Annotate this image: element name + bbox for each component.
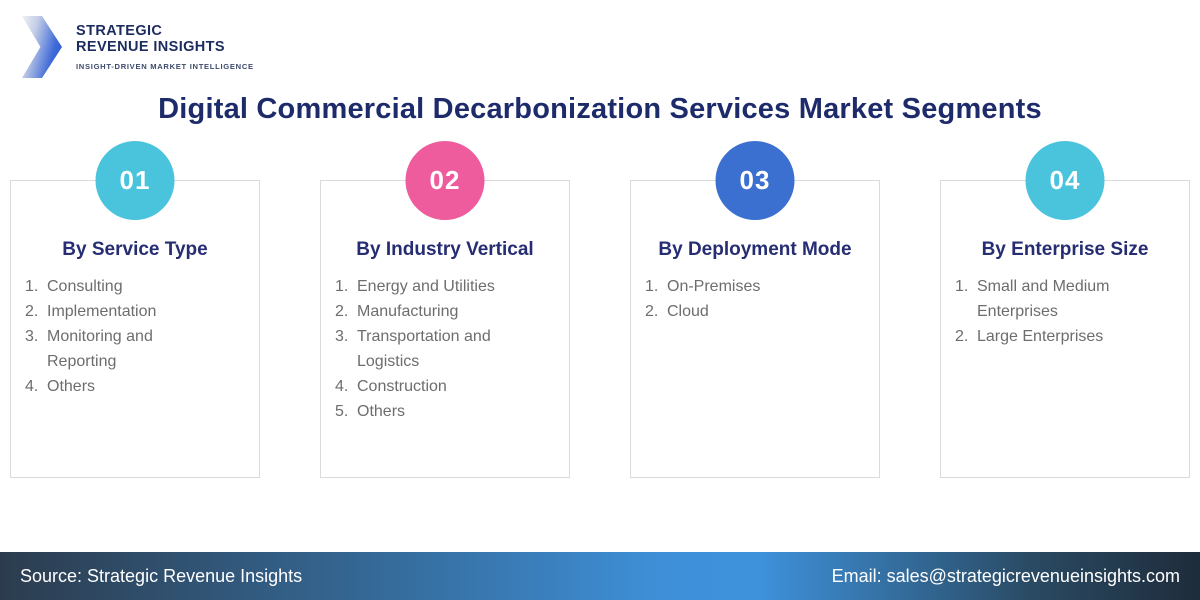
chevron-arrow-icon [22,16,62,78]
list-item-text: Transportation and Logistics [357,328,491,370]
segment-card: 01 By Service Type 1. Consulting 2. Impleme… [10,141,260,478]
segment-list-item: 3. Transportation and Logistics [335,324,559,374]
segment-list-item: 1. On-Premises [645,274,869,299]
segment-card: 04 By Enterprise Size 1. Small and Medium… [940,141,1190,478]
list-item-text: Others [47,378,96,395]
segment-number: 02 [429,165,461,195]
segment-list-item: 1. Energy and Utilities [335,274,559,299]
footer-email-text: Email: sales@strategicrevenueinsights.co… [831,565,1180,586]
segment-list: 1. Consulting 2. Implementation 3. Monitoring… [25,274,249,399]
list-item-text: Monitoring and Reporting [47,328,153,370]
segment-list: 1. Small and Medium Enterprises 2. Large En… [955,274,1179,349]
segment-list-item: 2. Implementation [25,299,249,324]
list-item-text: Others [357,403,406,420]
list-item-number: 5. [335,403,349,420]
list-item-number: 2. [335,303,349,320]
list-item-text: Manufacturing [357,303,459,320]
brand-text: STRATEGIC REVENUE INSIGHTS INSIGHT-DRIVE… [76,23,254,71]
segment-list: 1. On-Premises 2. Cloud [645,274,869,324]
segment-number: 03 [739,165,771,195]
list-item-number: 2. [25,303,39,320]
segment-number: 01 [119,165,151,195]
brand-tagline: INSIGHT-DRIVEN MARKET INTELLIGENCE [76,62,254,71]
segment-title: By Deployment Mode [658,239,852,260]
segment-number-badge: 04 [1025,141,1105,220]
list-item-number: 1. [955,278,969,295]
list-item-text: Small and Medium Enterprises [977,278,1110,320]
footer-bar: Source: Strategic Revenue Insights Email… [0,552,1200,600]
brand-name-line2: REVENUE INSIGHTS [76,39,226,55]
segment-number-badge: 03 [715,141,795,220]
list-item-number: 4. [335,378,349,395]
segment-list: 1. Energy and Utilities 2. Manufacturing 3. T… [335,274,559,424]
segment-list-item: 2. Cloud [645,299,869,324]
list-item-text: Implementation [47,303,157,320]
segment-list-item: 1. Small and Medium Enterprises [955,274,1179,324]
segment-list-item: 4. Others [25,374,249,399]
segment-card: 02 By Industry Vertical 1. Energy and Uti… [320,141,570,478]
segment-number-badge: 01 [95,141,175,220]
list-item-text: Cloud [667,303,709,320]
list-item-number: 1. [25,278,39,295]
segment-title: By Enterprise Size [981,239,1149,260]
segment-card: 03 By Deployment Mode 1. On-Premises 2. Clo… [630,141,880,478]
segment-list-item: 4. Construction [335,374,559,399]
list-item-text: On-Premises [667,278,761,295]
segment-list-item: 2. Manufacturing [335,299,559,324]
list-item-text: Construction [357,378,447,395]
list-item-number: 2. [645,303,659,320]
segment-list-item: 1. Consulting [25,274,249,299]
segment-title: By Industry Vertical [356,239,534,260]
list-item-number: 4. [25,378,39,395]
list-item-number: 3. [335,328,349,345]
list-item-text: Energy and Utilities [357,278,495,295]
segment-number: 04 [1049,165,1081,195]
segment-number-badge: 02 [405,141,485,220]
list-item-text: Consulting [47,278,123,295]
segment-list-item: 2. Large Enterprises [955,324,1179,349]
list-item-number: 2. [955,328,969,345]
segments-row: 01 By Service Type 1. Consulting 2. Impleme… [10,141,1190,478]
list-item-number: 1. [645,278,659,295]
list-item-number: 1. [335,278,349,295]
brand-name-line1: STRATEGIC [76,23,163,39]
footer-source-text: Source: Strategic Revenue Insights [20,565,303,586]
segment-list-item: 5. Others [335,399,559,424]
segment-title: By Service Type [62,239,208,260]
page-title: Digital Commercial Decarbonization Servi… [158,93,1042,125]
list-item-text: Large Enterprises [977,328,1104,345]
list-item-number: 3. [25,328,39,345]
segment-list-item: 3. Monitoring and Reporting [25,324,249,374]
brand-logo: STRATEGIC REVENUE INSIGHTS INSIGHT-DRIVE… [22,16,254,78]
